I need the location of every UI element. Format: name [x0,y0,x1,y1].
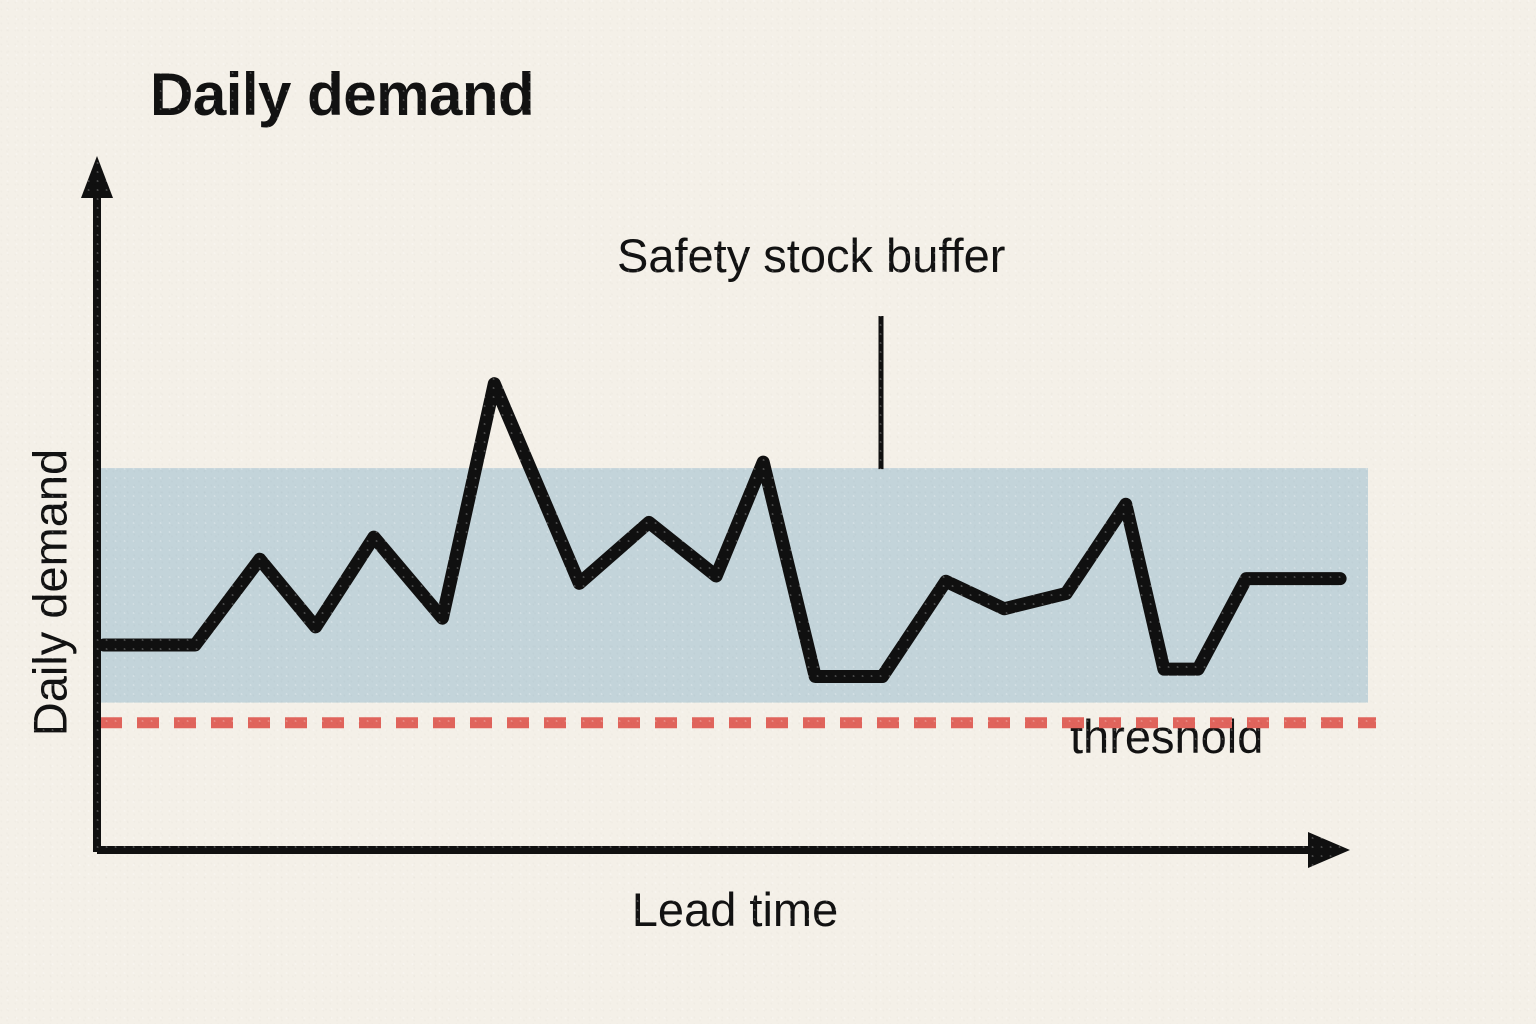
demand-series-line [97,377,1347,683]
y-axis [81,156,113,852]
x-axis-arrowhead [1308,832,1350,868]
annotation-safety-stock-buffer: Safety stock buffer [617,229,1006,282]
x-axis-label: Lead time [631,883,839,936]
y-axis-arrowhead [81,156,113,198]
x-axis [97,832,1350,868]
page-title: Daily demand [150,61,535,128]
